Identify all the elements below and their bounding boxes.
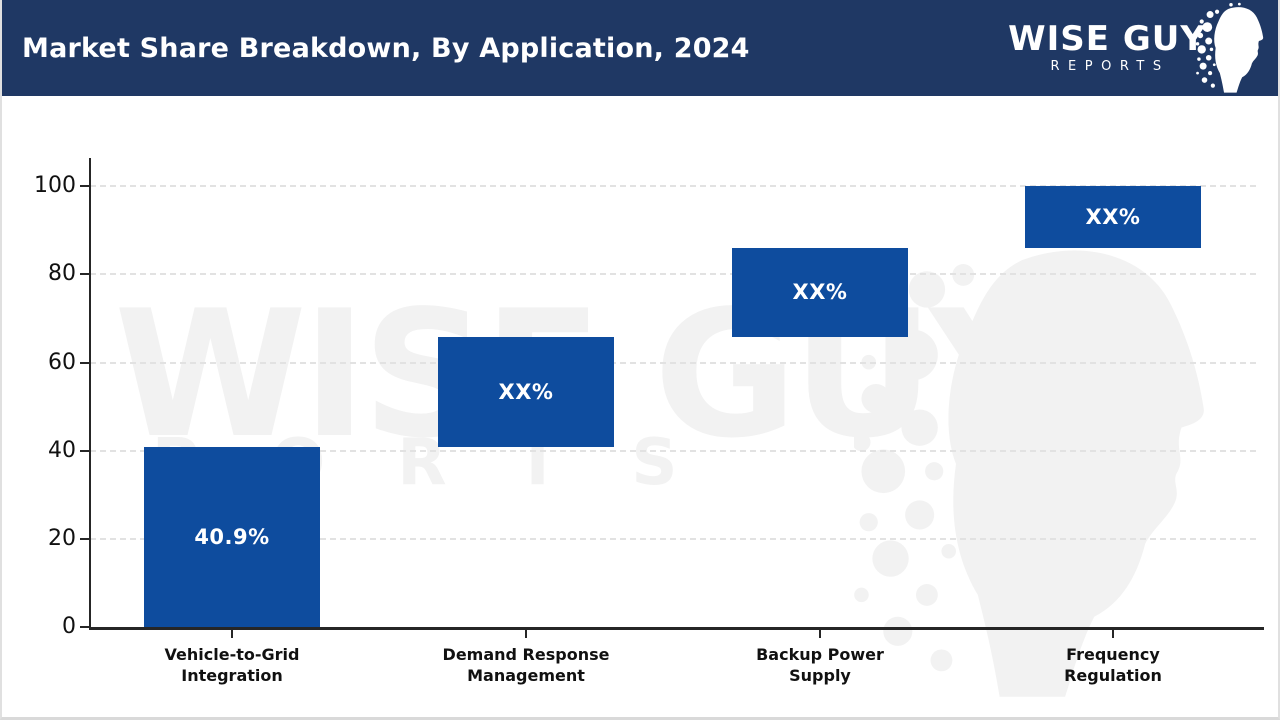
y-axis-tick <box>80 361 89 364</box>
bar-value-label: 40.9% <box>194 524 270 549</box>
category-label-vehicle-to-grid: Vehicle-to-Grid Integration <box>164 645 300 685</box>
gridline <box>90 273 1256 276</box>
head-profile-icon <box>1194 2 1268 94</box>
gridline <box>90 361 1256 364</box>
x-axis-line <box>89 627 1264 630</box>
bar-backup-power-supply: XX% <box>732 247 908 337</box>
category-label-backup-power: Backup Power Supply <box>756 645 884 685</box>
y-axis-tick-label: 100 <box>34 173 76 199</box>
bar-value-label: XX% <box>1085 204 1141 229</box>
y-axis-tick-label: 80 <box>48 261 76 287</box>
logo-wordmark: WISE GUY <box>1008 19 1206 59</box>
header-bar: Market Share Breakdown, By Application, … <box>2 0 1278 96</box>
bar-frequency-regulation: XX% <box>1025 186 1201 248</box>
x-axis-tick <box>525 630 527 638</box>
bar-value-label: XX% <box>498 379 554 404</box>
y-axis-tick <box>80 537 89 540</box>
category-label-frequency-regulation: Frequency Regulation <box>1064 645 1162 685</box>
page-title: Market Share Breakdown, By Application, … <box>22 32 750 64</box>
category-label-demand-response: Demand Response Management <box>442 645 610 685</box>
wiseguy-logo: WISE GUY REPORTS <box>1008 0 1268 96</box>
gridline <box>90 537 1256 540</box>
x-axis-tick <box>1112 630 1114 638</box>
x-axis-tick <box>231 630 233 638</box>
logo-text: WISE GUY REPORTS <box>1008 22 1206 74</box>
bar-demand-response-management: XX% <box>438 336 614 447</box>
y-axis-tick <box>80 626 89 628</box>
y-axis-line <box>89 158 91 629</box>
x-axis-tick <box>819 630 821 638</box>
y-axis-tick-label: 60 <box>48 349 76 375</box>
y-axis-tick-label: 20 <box>48 525 76 551</box>
gridline <box>90 185 1256 188</box>
y-axis-tick-label: 0 <box>62 614 76 639</box>
logo-subtitle: REPORTS <box>1050 59 1170 74</box>
bar-value-label: XX% <box>792 280 848 305</box>
y-axis-tick <box>80 273 89 276</box>
y-axis-tick <box>80 185 89 188</box>
y-axis-tick <box>80 449 89 452</box>
y-axis-tick-label: 40 <box>48 437 76 463</box>
chart-canvas: WISE GUY PORTS 0 20 40 6 <box>2 96 1278 717</box>
watermark-head-icon <box>852 224 1218 708</box>
gridline <box>90 449 1256 452</box>
bar-vehicle-to-grid-integration: 40.9% <box>144 446 320 627</box>
